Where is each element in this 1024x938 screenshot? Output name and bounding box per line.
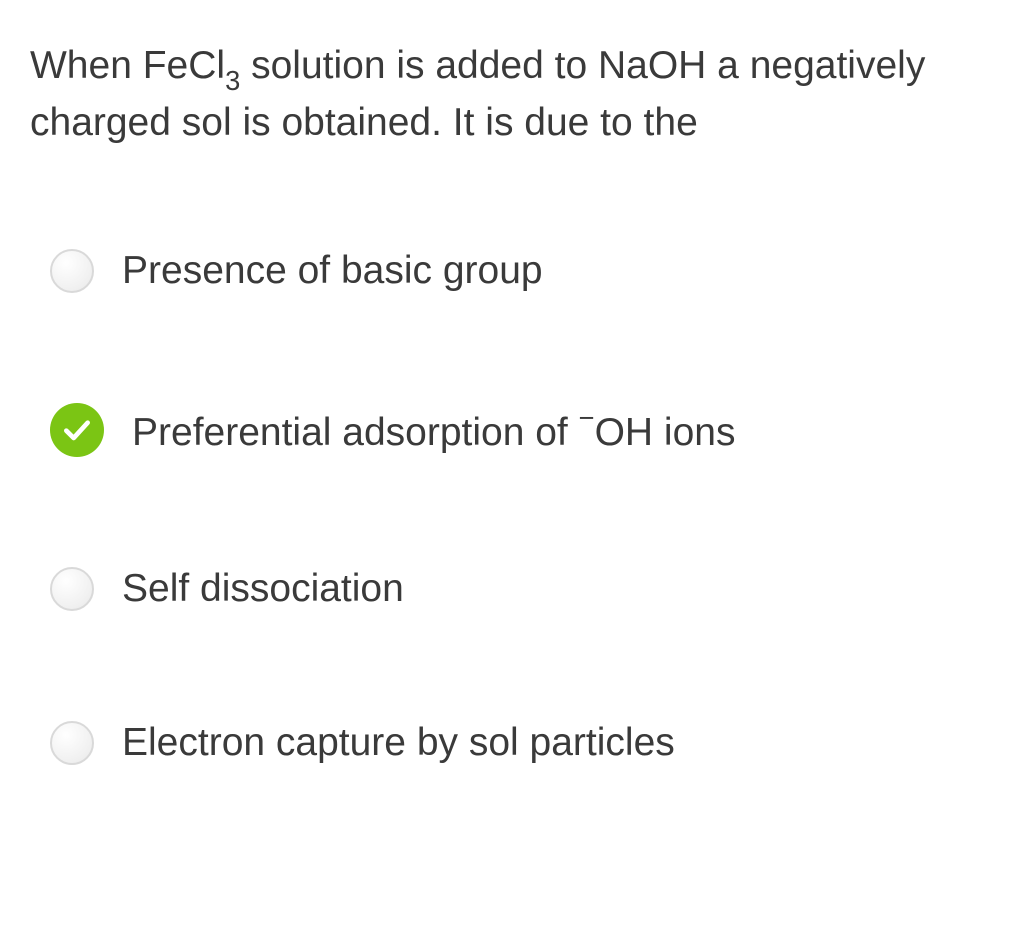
option-2-label: Preferential adsorption of −OH ions bbox=[132, 406, 735, 455]
radio-unchecked-icon bbox=[50, 249, 94, 293]
option-3[interactable]: Self dissociation bbox=[50, 567, 994, 611]
option-1[interactable]: Presence of basic group bbox=[50, 249, 994, 293]
option-2-label-pre: Preferential adsorption of bbox=[132, 411, 579, 454]
option-4-label: Electron capture by sol particles bbox=[122, 721, 675, 765]
options-list: Presence of basic group Preferential ads… bbox=[30, 249, 994, 765]
option-2[interactable]: Preferential adsorption of −OH ions bbox=[50, 403, 994, 457]
radio-unchecked-icon bbox=[50, 721, 94, 765]
question-text: When FeCl3 solution is added to NaOH a n… bbox=[30, 40, 994, 149]
option-1-label: Presence of basic group bbox=[122, 249, 543, 293]
option-3-label: Self dissociation bbox=[122, 567, 404, 611]
option-2-superscript: − bbox=[579, 402, 595, 433]
checkmark-icon bbox=[61, 414, 93, 446]
radio-unchecked-icon bbox=[50, 567, 94, 611]
question-subscript: 3 bbox=[225, 65, 240, 96]
option-4[interactable]: Electron capture by sol particles bbox=[50, 721, 994, 765]
question-text-pre: When FeCl bbox=[30, 44, 225, 87]
radio-checked-icon bbox=[50, 403, 104, 457]
option-2-label-post: OH ions bbox=[595, 411, 736, 454]
